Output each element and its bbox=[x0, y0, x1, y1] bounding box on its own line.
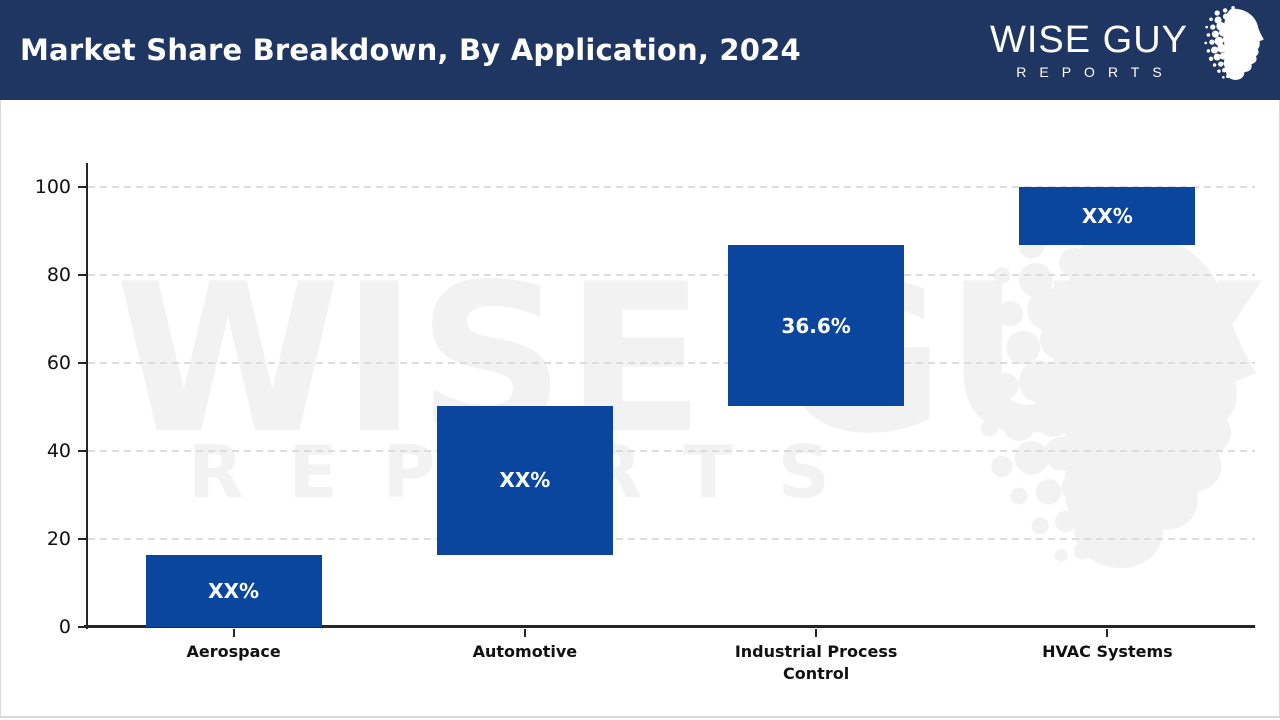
y-axis-tick bbox=[78, 362, 88, 364]
page-title: Market Share Breakdown, By Application, … bbox=[20, 33, 801, 67]
bar-value-label: XX% bbox=[499, 468, 551, 493]
y-axis-tick-label: 100 bbox=[34, 176, 71, 198]
x-axis-tick bbox=[1106, 629, 1109, 637]
bar-value-label: 36.6% bbox=[781, 313, 851, 338]
bar-segment: XX% bbox=[145, 554, 322, 627]
x-axis-tick bbox=[232, 629, 235, 637]
gridline bbox=[88, 538, 1255, 540]
y-axis-tick-label: 0 bbox=[58, 616, 71, 638]
x-axis-category-label: Industrial Process Control bbox=[734, 642, 898, 683]
y-axis-tick-label: 60 bbox=[46, 352, 71, 374]
logo-text: WISE GUY REPORTS bbox=[990, 21, 1188, 79]
x-axis-category-label: HVAC Systems bbox=[1042, 642, 1173, 661]
y-axis-tick bbox=[78, 538, 88, 540]
header-bar: Market Share Breakdown, By Application, … bbox=[0, 0, 1280, 100]
bar-value-label: XX% bbox=[208, 578, 260, 603]
bar-segment: XX% bbox=[1019, 187, 1196, 246]
gridline bbox=[88, 186, 1255, 188]
gridline bbox=[88, 450, 1255, 452]
gridline bbox=[88, 274, 1255, 276]
x-axis-spine bbox=[84, 625, 1255, 628]
logo-wiseguy-label: WISE GUY bbox=[989, 19, 1188, 61]
y-axis-tick-label: 20 bbox=[46, 528, 71, 550]
bar-segment: 36.6% bbox=[728, 245, 905, 407]
x-axis-category-label: Automotive bbox=[472, 642, 578, 661]
x-axis-tick bbox=[815, 629, 818, 637]
wise-guy-reports-logo: WISE GUY REPORTS bbox=[990, 6, 1270, 94]
y-axis-tick-label: 40 bbox=[46, 440, 71, 462]
y-axis-tick-label: 80 bbox=[46, 264, 71, 286]
bar-segment: XX% bbox=[436, 406, 613, 555]
bar-value-label: XX% bbox=[1081, 204, 1133, 229]
x-axis-tick bbox=[523, 629, 526, 637]
y-axis-tick bbox=[78, 274, 88, 276]
logo-face-icon bbox=[1204, 6, 1264, 80]
x-axis-category-label: Aerospace bbox=[186, 642, 281, 661]
y-axis-tick bbox=[78, 186, 88, 188]
logo-reports-label: REPORTS bbox=[1016, 64, 1175, 80]
y-axis-tick bbox=[78, 450, 88, 452]
gridline bbox=[88, 362, 1255, 364]
plot-area: 0 20 40 60 80 100 Aerospace Automotive Industria… bbox=[35, 163, 1255, 683]
y-axis-spine bbox=[86, 163, 88, 629]
y-axis-tick bbox=[78, 626, 88, 628]
